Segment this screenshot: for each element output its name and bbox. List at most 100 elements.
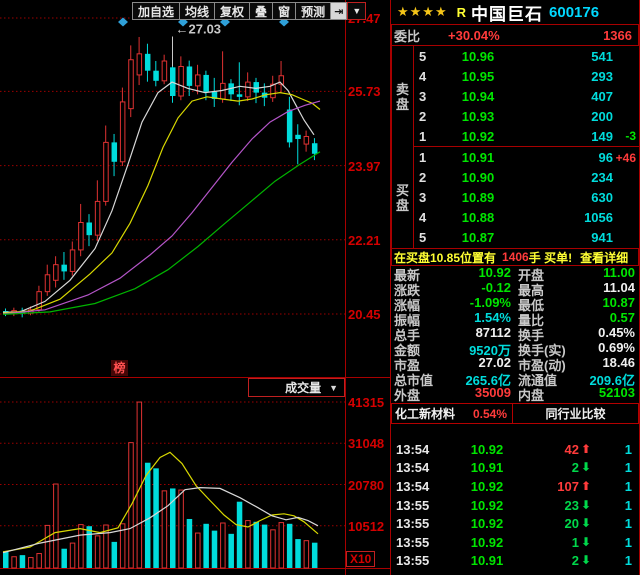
sector-box[interactable]: 化工新材料 0.54% [391,403,513,424]
tick-list[interactable]: 13:54 10.92 42 ⬆ 1 13:54 10.91 2 ⬇ 1 13:54 10.92 107… [391,440,639,570]
ask-level-1[interactable]: 1 10.92 149 -3 [414,126,639,146]
candle [53,264,59,281]
stat-label: 总手 [394,328,421,343]
ma-yellow [2,91,321,314]
forward-icon[interactable]: ⇥ [331,2,348,20]
stats-row: 涨幅 -1.09% 最低 10.87 [391,295,639,313]
toolbar-button-1[interactable]: 均线 [180,2,216,20]
level: 4 [419,68,427,84]
ask-level-5[interactable]: 5 10.96 541 [414,46,639,66]
stat-value: -1.09% [469,295,511,310]
stat-label: 最低 [518,298,545,313]
bid-level-1[interactable]: 1 10.91 96 +46 [414,147,639,167]
candle [295,134,301,140]
stat-涨跌: 涨跌 -0.12 [391,280,515,299]
volume-bar [69,542,76,569]
order-book: 卖盘 买盘 5 10.96 541 4 10.95 293 3 10.94 407 2 10.93 2… [391,46,639,248]
tick-count: 1 [624,553,632,569]
stat-value: 52103 [598,385,635,400]
volume: 941 [591,230,613,246]
price: 10.92 [461,128,495,144]
sector-row: 化工新材料 0.54% 同行业比较 [391,403,639,424]
candle [245,81,251,98]
tick-time: 13:54 [396,441,430,457]
stat-label: 涨跌 [394,283,421,298]
candle [144,53,151,71]
toolbar-button-4[interactable]: 窗 [273,2,297,20]
candle [161,60,168,82]
ask-level-2[interactable]: 2 10.93 200 [414,106,639,126]
tick-time: 13:55 [396,553,430,569]
ask-level-4[interactable]: 4 10.95 293 [414,66,639,86]
tick-row: 13:55 10.91 2 ⬇ 1 [391,552,639,571]
volume-bar [103,524,109,569]
price-axis-tick: 25.73 [348,84,381,100]
stat-开盘: 开盘 11.00 [515,265,639,284]
bid-level-2[interactable]: 2 10.90 234 [414,168,639,188]
volume-bar [144,462,151,568]
stat-value: 27.02 [478,355,511,370]
stat-value: 11.00 [603,265,635,280]
volume-bar [203,523,209,568]
margin-tag: R [456,4,467,20]
stat-value: 35009 [474,385,511,400]
volume-indicator-label: 成交量 [285,381,322,395]
toolbar-button-5[interactable]: 预测 [296,2,332,20]
tick-row: 13:54 10.92 107 ⬆ 1 [391,477,639,496]
volume-bar [153,468,159,568]
rating-stars-icon: ★★★★ [397,4,448,19]
volume: 293 [591,68,613,84]
volume: 200 [591,108,613,124]
stat-value: 0.57 [609,310,635,325]
toolbar-button-0[interactable]: 加自选 [132,2,181,20]
ask-level-3[interactable]: 3 10.94 407 [414,86,639,106]
volume-bar [36,553,42,569]
volume-bar [170,488,176,568]
toolbar-dropdown-icon[interactable]: ▼ [347,2,367,20]
tick-time: 13:55 [396,516,430,532]
toolbar-button-3[interactable]: 叠 [250,2,274,20]
bid-level-4[interactable]: 4 10.88 1056 [414,208,639,228]
volume: 630 [591,190,613,206]
stats-row: 市盈 27.02 市盈(动) 18.46 [391,355,639,373]
volume-bar [245,520,251,569]
view-details-link[interactable]: 查看详细 [580,250,629,265]
stats-row: 总市值 265.6亿 流通值 209.6亿 [391,372,639,388]
stat-value: 18.46 [602,355,635,370]
stat-label: 外盘 [394,388,421,403]
volume: 541 [591,48,613,64]
vma-white [2,486,319,554]
stat-label: 市盈 [394,358,421,373]
volume-bar [161,490,168,569]
stat-value: 11.04 [603,280,635,295]
bid-level-3[interactable]: 3 10.89 630 [414,188,639,208]
volume-indicator-select[interactable]: 成交量 ▼ [248,378,345,397]
volume: 96 [598,150,613,166]
price: 10.91 [461,150,495,166]
vma-yellow [2,451,319,553]
sector-name: 化工新材料 [395,407,456,421]
industry-compare-link[interactable]: 同行业比较 [513,403,639,424]
stat-value: 0.69% [598,340,635,355]
toolbar-button-2[interactable]: 复权 [215,2,251,20]
tick-direction-arrow-icon: ⬇ [580,460,591,475]
level: 3 [419,190,427,206]
big-order-alert[interactable]: 在买盘10.85位置有 1406 手 买单! 查看详细 [391,248,639,266]
level: 1 [419,128,427,144]
quote-panel: ★★★★ R 中国巨石 600176 委比 +30.04% 1366 卖盘 买盘… [390,0,640,575]
tick-time: 13:54 [396,478,430,494]
kline-chart[interactable]: ←27.03 [0,0,390,575]
tick-count: 1 [624,497,632,513]
chart-toolbar: 加自选 均线 复权叠窗预测 ⇥ ▼ [132,2,367,20]
volume-bar [178,489,184,569]
bid-level-5[interactable]: 5 10.87 941 [414,228,639,248]
volume-bar [295,539,301,568]
stat-label: 市盈(动) [518,358,566,373]
stat-value: -0.12 [481,280,511,295]
weibi-diff: 1366 [603,27,632,43]
price: 10.90 [461,170,495,186]
stat-label: 量比 [518,313,545,328]
price-axis-tick: 22.21 [348,232,381,248]
rank-badge[interactable]: 榜 [111,360,128,376]
